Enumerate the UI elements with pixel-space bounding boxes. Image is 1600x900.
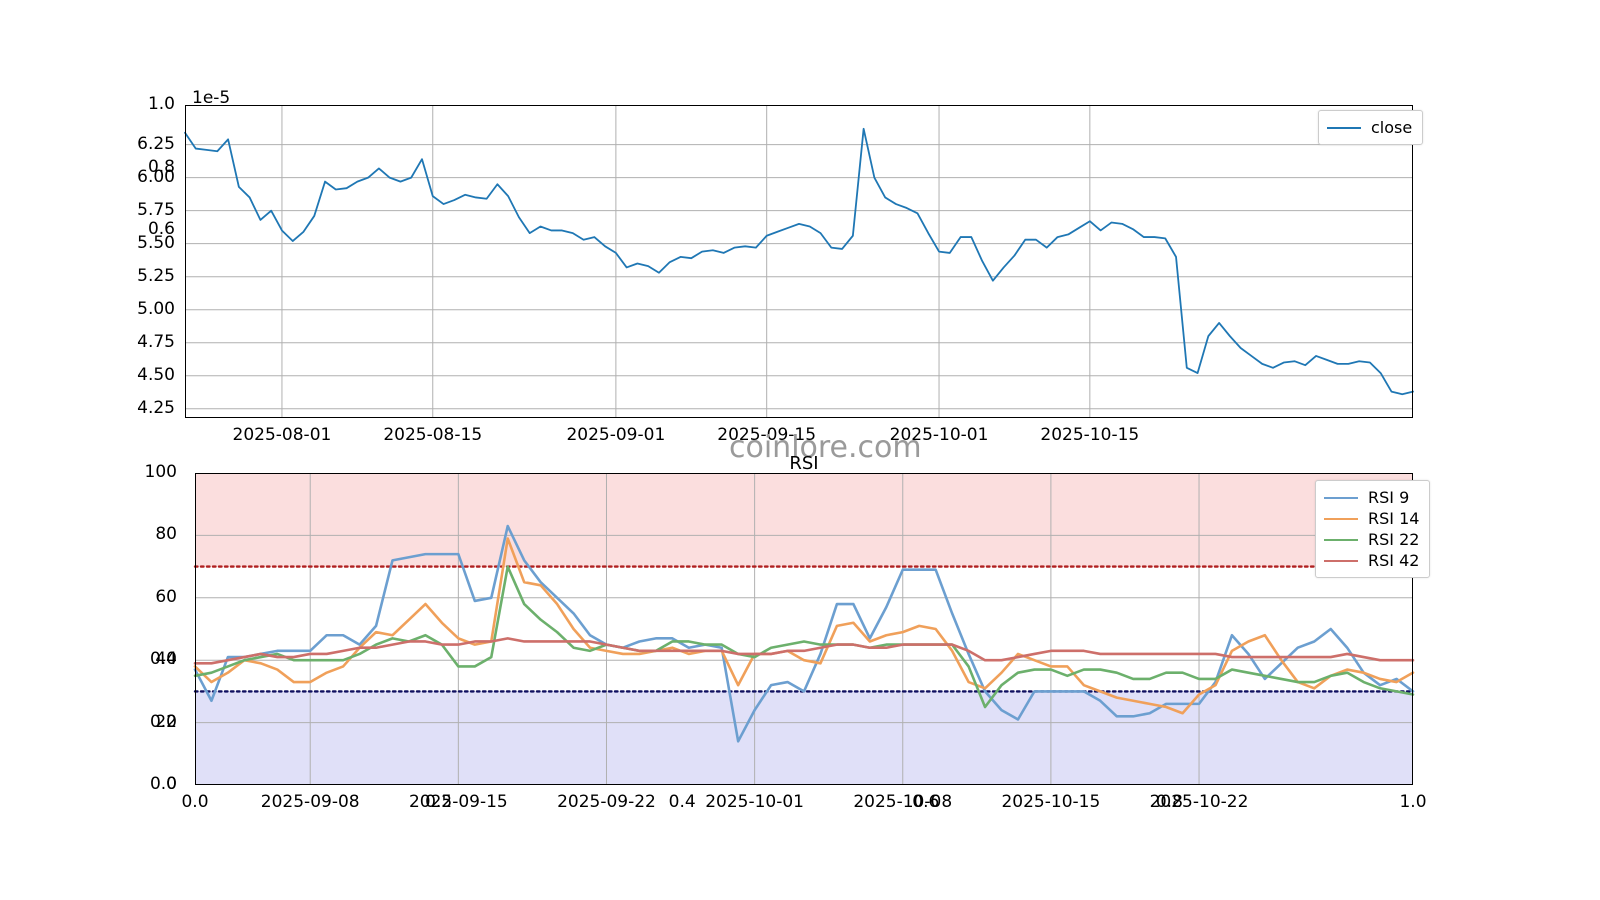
rsi-panel-title: RSI <box>789 453 819 474</box>
price-x-tick: 2025-08-01 <box>232 425 332 445</box>
price-y-offset-text: 1e-5 <box>192 88 231 108</box>
price-y-tick: 4.50 <box>137 364 175 385</box>
rsi-x-tick: 2025-10-22 <box>1149 792 1249 812</box>
legend-label-rsi-42: RSI 42 <box>1368 551 1420 570</box>
price-y-tick: 4.75 <box>137 331 175 352</box>
background-x-tick: 0.8 <box>1155 792 1183 812</box>
rsi-chart-panel <box>193 473 1415 785</box>
rsi-y-tick: 40 <box>155 649 177 670</box>
price-x-tick: 2025-09-01 <box>566 425 666 445</box>
rsi-y-tick: 20 <box>155 711 177 732</box>
rsi-plot-svg <box>193 473 1415 785</box>
rsi-x-tick: 2025-10-08 <box>853 792 953 812</box>
price-y-tick: 5.00 <box>137 298 175 319</box>
price-y-tick: 5.50 <box>137 232 175 253</box>
rsi-y-tick: 80 <box>155 524 177 545</box>
price-y-tick: 4.25 <box>137 397 175 418</box>
price-y-tick: 5.75 <box>137 199 175 220</box>
rsi-x-tick: 2025-09-08 <box>260 792 360 812</box>
price-chart-panel <box>184 105 1414 418</box>
rsi-x-tick: 2025-09-15 <box>408 792 508 812</box>
legend-item-rsi-14[interactable]: RSI 14 <box>1324 508 1419 529</box>
legend-swatch-rsi-42 <box>1324 559 1358 562</box>
background-x-tick: 0.4 <box>668 792 696 812</box>
legend-item-rsi-42[interactable]: RSI 42 <box>1324 550 1419 571</box>
legend-item-rsi-22[interactable]: RSI 22 <box>1324 529 1419 550</box>
price-x-tick: 2025-10-15 <box>1040 425 1140 445</box>
price-x-tick: 2025-08-15 <box>383 425 483 445</box>
price-x-tick: 2025-09-15 <box>717 425 817 445</box>
background-x-tick: 0.0 <box>181 792 209 812</box>
rsi-legend[interactable]: RSI 9 RSI 14 RSI 22 RSI 42 <box>1315 480 1431 578</box>
background-y-tick: 0.0 <box>149 774 177 794</box>
legend-label-close: close <box>1371 118 1413 137</box>
rsi-x-tick: 2025-09-22 <box>557 792 656 812</box>
rsi-y-tick: 100 <box>144 462 177 482</box>
background-x-tick: 1.0 <box>1399 792 1427 812</box>
background-x-tick: 0.6 <box>912 792 940 812</box>
legend-swatch-rsi-14 <box>1324 517 1358 520</box>
rsi-y-tick: 0 <box>166 774 177 794</box>
background-y-tick: 1.0 <box>147 94 175 114</box>
price-y-tick: 6.00 <box>137 166 175 187</box>
price-legend[interactable]: close <box>1318 110 1424 145</box>
background-y-tick: 0.4 <box>149 649 177 670</box>
legend-label-rsi-14: RSI 14 <box>1368 509 1420 528</box>
rsi-x-tick: 2025-10-15 <box>1001 792 1101 812</box>
price-y-tick: 5.25 <box>137 265 175 286</box>
watermark: coinlore.com <box>729 430 922 465</box>
legend-item-rsi-9[interactable]: RSI 9 <box>1324 487 1419 508</box>
price-x-tick: 2025-10-01 <box>889 425 989 445</box>
legend-item-close[interactable]: close <box>1327 117 1412 138</box>
legend-swatch-rsi-9 <box>1324 496 1358 499</box>
rsi-y-tick: 60 <box>155 586 177 607</box>
legend-label-rsi-22: RSI 22 <box>1368 530 1420 549</box>
price-y-tick: 6.25 <box>137 133 175 154</box>
legend-label-rsi-9: RSI 9 <box>1368 488 1410 507</box>
background-y-tick: 0.2 <box>149 711 177 732</box>
background-y-tick: 0.6 <box>147 219 175 240</box>
background-y-tick: 0.8 <box>147 156 175 177</box>
legend-swatch-rsi-22 <box>1324 538 1358 541</box>
rsi-x-tick: 2025-10-01 <box>705 792 804 812</box>
price-plot-svg <box>184 105 1414 418</box>
background-x-tick: 0.2 <box>425 792 453 812</box>
legend-swatch-close <box>1327 126 1361 129</box>
